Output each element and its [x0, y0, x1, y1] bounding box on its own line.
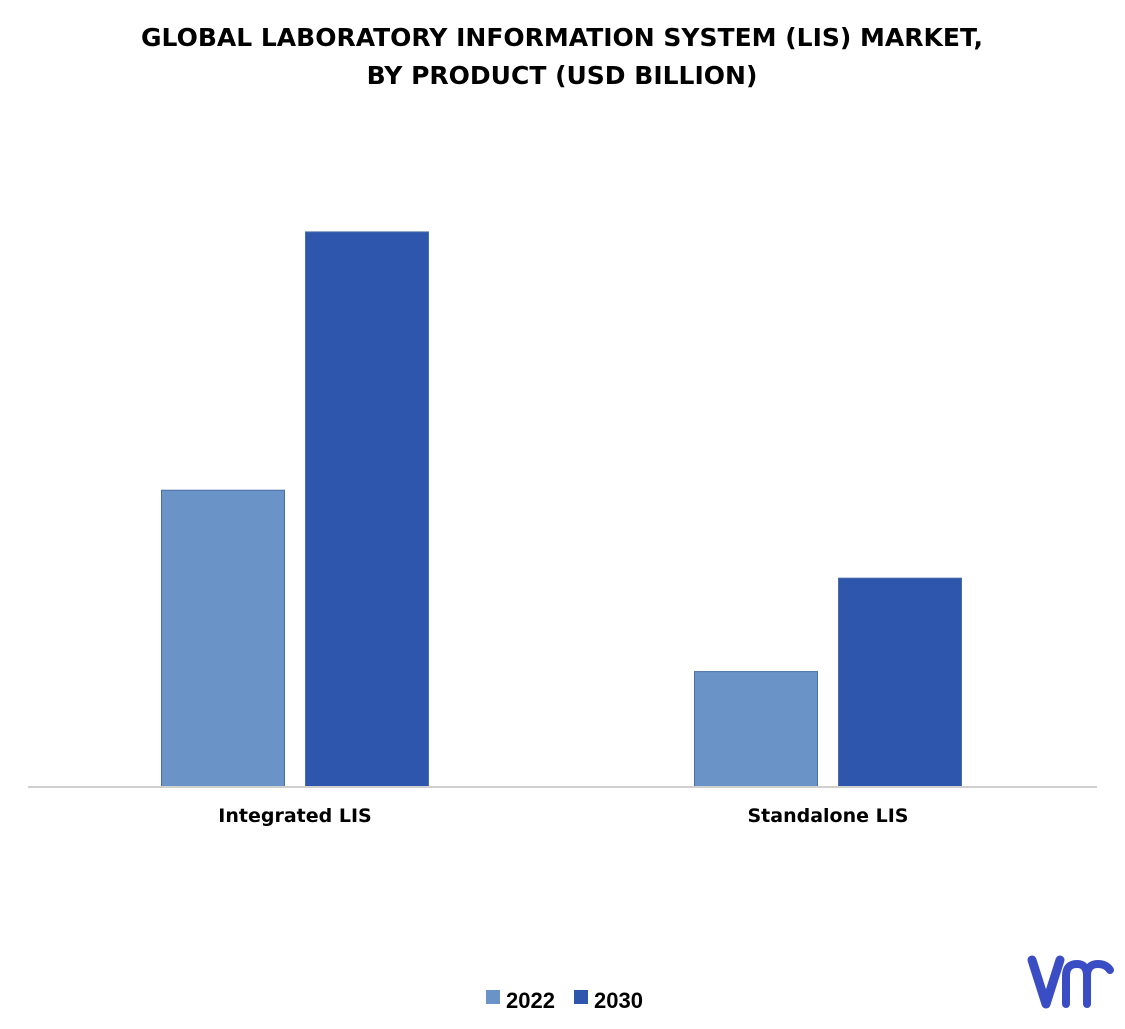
bar-integrated-lis-2030 [305, 231, 429, 788]
bar-standalone-lis-2030 [838, 577, 962, 788]
category-label: Integrated LIS [218, 805, 371, 827]
legend-swatch-2022 [486, 990, 500, 1004]
category-label: Standalone LIS [748, 805, 909, 827]
chart-title: GLOBAL LABORATORY INFORMATION SYSTEM (LI… [141, 23, 983, 52]
bar-standalone-lis-2022 [694, 671, 818, 788]
bar-group [161, 231, 962, 788]
chart-subtitle: BY PRODUCT (USD BILLION) [367, 61, 758, 90]
legend-label-2022: 2022 [506, 988, 555, 1013]
bar-integrated-lis-2022 [161, 489, 285, 788]
category-labels: Integrated LIS Standalone LIS [218, 805, 908, 827]
legend-label-2030: 2030 [594, 988, 643, 1013]
legend: 2022 2030 [486, 988, 643, 1013]
legend-swatch-2030 [574, 990, 588, 1004]
vmr-logo-icon [1027, 955, 1114, 1009]
